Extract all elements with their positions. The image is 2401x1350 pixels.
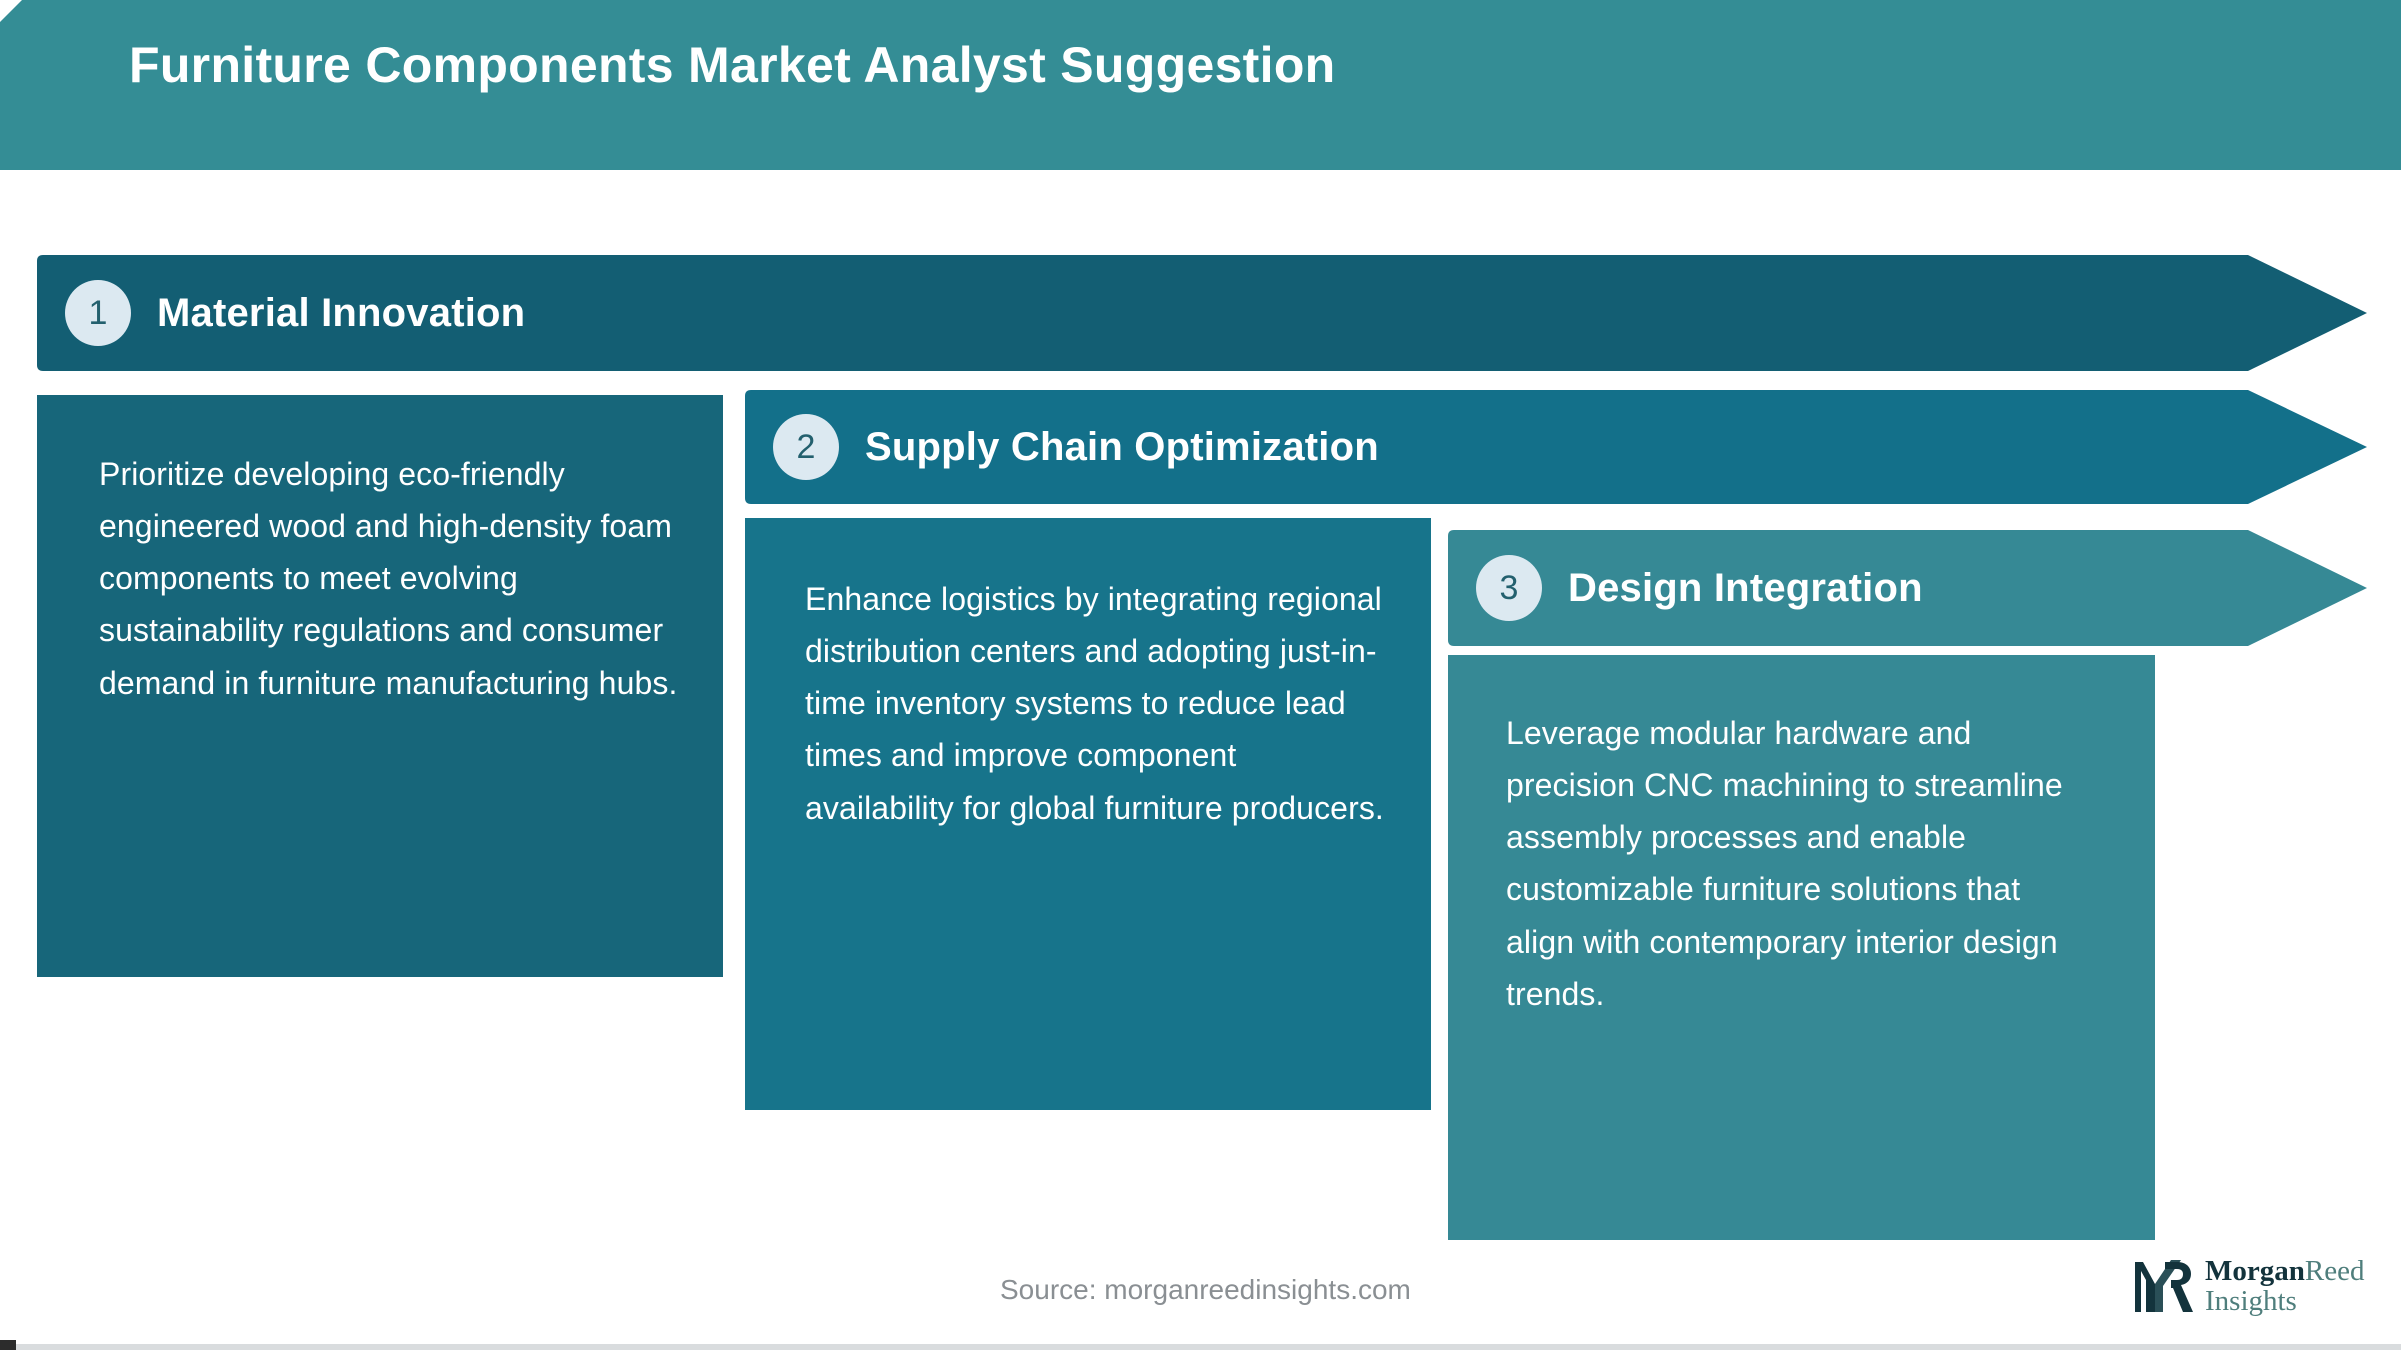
step-number-1: 1 bbox=[65, 280, 131, 346]
bottom-rule bbox=[0, 1344, 2401, 1350]
step-banner-3: 3 Design Integration bbox=[1448, 530, 2367, 646]
step-banner-1: 1 Material Innovation bbox=[37, 255, 2367, 371]
step-banner-2: 2 Supply Chain Optimization bbox=[745, 390, 2367, 504]
logo-wordmark: MorganReed Insights bbox=[2205, 1256, 2364, 1316]
step-number-3: 3 bbox=[1476, 555, 1542, 621]
step-number-2: 2 bbox=[773, 414, 839, 480]
step-body-text-3: Leverage modular hardware and precision … bbox=[1506, 715, 2063, 1012]
step-banner-2-content: 2 Supply Chain Optimization bbox=[773, 390, 1379, 504]
logo-name-light: Reed bbox=[2304, 1255, 2365, 1287]
bottom-rule-cap bbox=[0, 1340, 16, 1350]
arrow-shape-3 bbox=[1448, 530, 2367, 646]
mr-monogram-icon bbox=[2135, 1260, 2193, 1312]
step-body-text-1: Prioritize developing eco-friendly engin… bbox=[99, 456, 678, 701]
step-banner-1-content: 1 Material Innovation bbox=[65, 255, 525, 371]
step-body-text-2: Enhance logistics by integrating regiona… bbox=[805, 581, 1384, 826]
logo-tagline: Insights bbox=[2205, 1285, 2297, 1318]
arrow-shape-1 bbox=[37, 255, 2367, 371]
arrow-shape-2 bbox=[745, 390, 2367, 504]
corner-notch-decoration bbox=[0, 0, 22, 22]
header-bar: Furniture Components Market Analyst Sugg… bbox=[0, 0, 2401, 170]
logo-name-line: MorganReed bbox=[2205, 1256, 2364, 1286]
step-title-1: Material Innovation bbox=[157, 290, 526, 335]
page-title: Furniture Components Market Analyst Sugg… bbox=[129, 37, 1336, 93]
step-title-3: Design Integration bbox=[1568, 565, 1923, 610]
step-body-box-2: Enhance logistics by integrating regiona… bbox=[745, 518, 1431, 1110]
brand-logo: MorganReed Insights bbox=[2133, 1256, 2364, 1318]
source-note: Source: morganreedinsights.com bbox=[1000, 1274, 1411, 1305]
logo-name-bold: Morgan bbox=[2205, 1255, 2305, 1287]
step-banner-3-content: 3 Design Integration bbox=[1476, 530, 1923, 646]
step-title-2: Supply Chain Optimization bbox=[865, 424, 1379, 469]
step-body-box-3: Leverage modular hardware and precision … bbox=[1448, 655, 2155, 1240]
step-body-box-1: Prioritize developing eco-friendly engin… bbox=[37, 395, 723, 977]
